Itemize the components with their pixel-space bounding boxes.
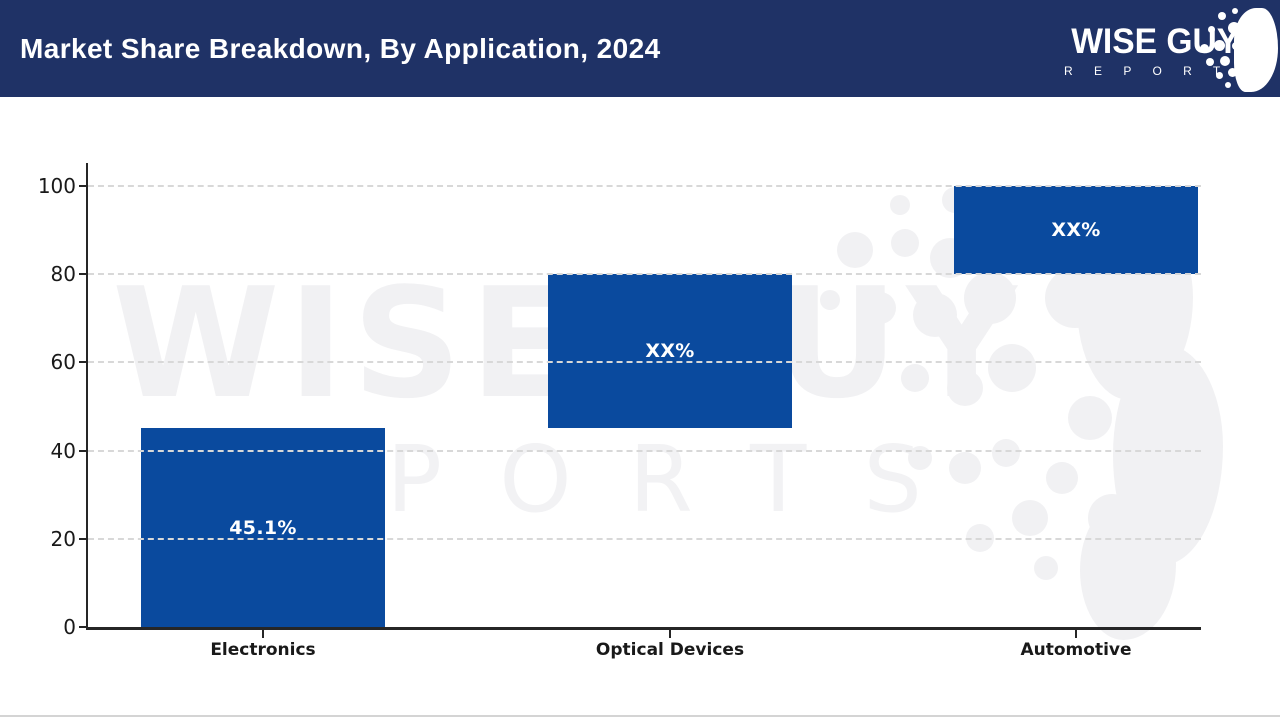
gridline-20	[88, 537, 1201, 540]
dotted-head-profile-icon	[1198, 6, 1278, 92]
x-tick-label-1: Electronics	[210, 640, 316, 660]
bar-value-label: XX%	[1051, 219, 1101, 242]
bar-automotive: XX%	[954, 186, 1198, 275]
watermark-dot	[964, 272, 1016, 324]
y-tick-label-20: 20	[50, 526, 76, 551]
watermark-dot	[901, 364, 929, 392]
y-tick-0	[79, 626, 86, 628]
watermark-dot	[891, 229, 919, 257]
x-tick-3	[1075, 630, 1077, 638]
watermark-dot	[913, 293, 957, 337]
watermark-dot	[1034, 556, 1058, 580]
watermark-dot	[890, 195, 910, 215]
y-tick-40	[79, 449, 86, 452]
watermark-dot	[949, 452, 981, 484]
watermark-dot	[1068, 396, 1112, 440]
gridline-40	[88, 449, 1201, 452]
bar-value-label: XX%	[645, 340, 695, 363]
y-tick-20	[79, 537, 86, 540]
page-title: Market Share Breakdown, By Application, …	[20, 32, 661, 64]
logo-sub-label: R E P O R T S	[1064, 64, 1259, 78]
x-tick-2	[669, 630, 671, 638]
watermark-dot	[947, 370, 983, 406]
x-tick-label-3: Automotive	[1020, 640, 1132, 660]
y-tick-100	[79, 185, 86, 187]
y-tick-80	[79, 273, 86, 276]
watermark-dot	[837, 232, 873, 268]
logo: WISE GUY R E P O R T S	[1022, 0, 1278, 97]
watermark-dot	[1012, 500, 1048, 536]
y-tick-60	[79, 361, 86, 364]
watermark-dot	[992, 439, 1020, 467]
watermark-head-blob	[1080, 500, 1176, 640]
bar-optical-devices: XX%	[548, 274, 792, 429]
bar-electronics: 45.1%	[141, 428, 385, 627]
y-tick-label-80: 80	[50, 262, 76, 287]
y-tick-label-60: 60	[50, 350, 76, 375]
y-tick-label-0: 0	[63, 615, 76, 639]
bar-value-label: 45.1%	[229, 516, 297, 539]
x-tick-1	[262, 630, 264, 638]
y-tick-label-100: 100	[37, 174, 76, 198]
gridline-60	[88, 361, 1201, 364]
gridline-80	[88, 273, 1201, 276]
gridline-100	[88, 185, 1201, 187]
x-tick-label-2: Optical Devices	[595, 640, 745, 660]
bottom-border-line	[0, 715, 1280, 717]
y-tick-label-40: 40	[50, 438, 76, 463]
header-bar: Market Share Breakdown, By Application, …	[0, 0, 1280, 97]
x-axis-line	[86, 627, 1201, 630]
y-axis-line	[86, 163, 88, 630]
watermark-dot	[864, 292, 896, 324]
watermark-dot	[820, 290, 840, 310]
watermark-dot	[988, 344, 1036, 392]
watermark-dot	[1046, 462, 1078, 494]
